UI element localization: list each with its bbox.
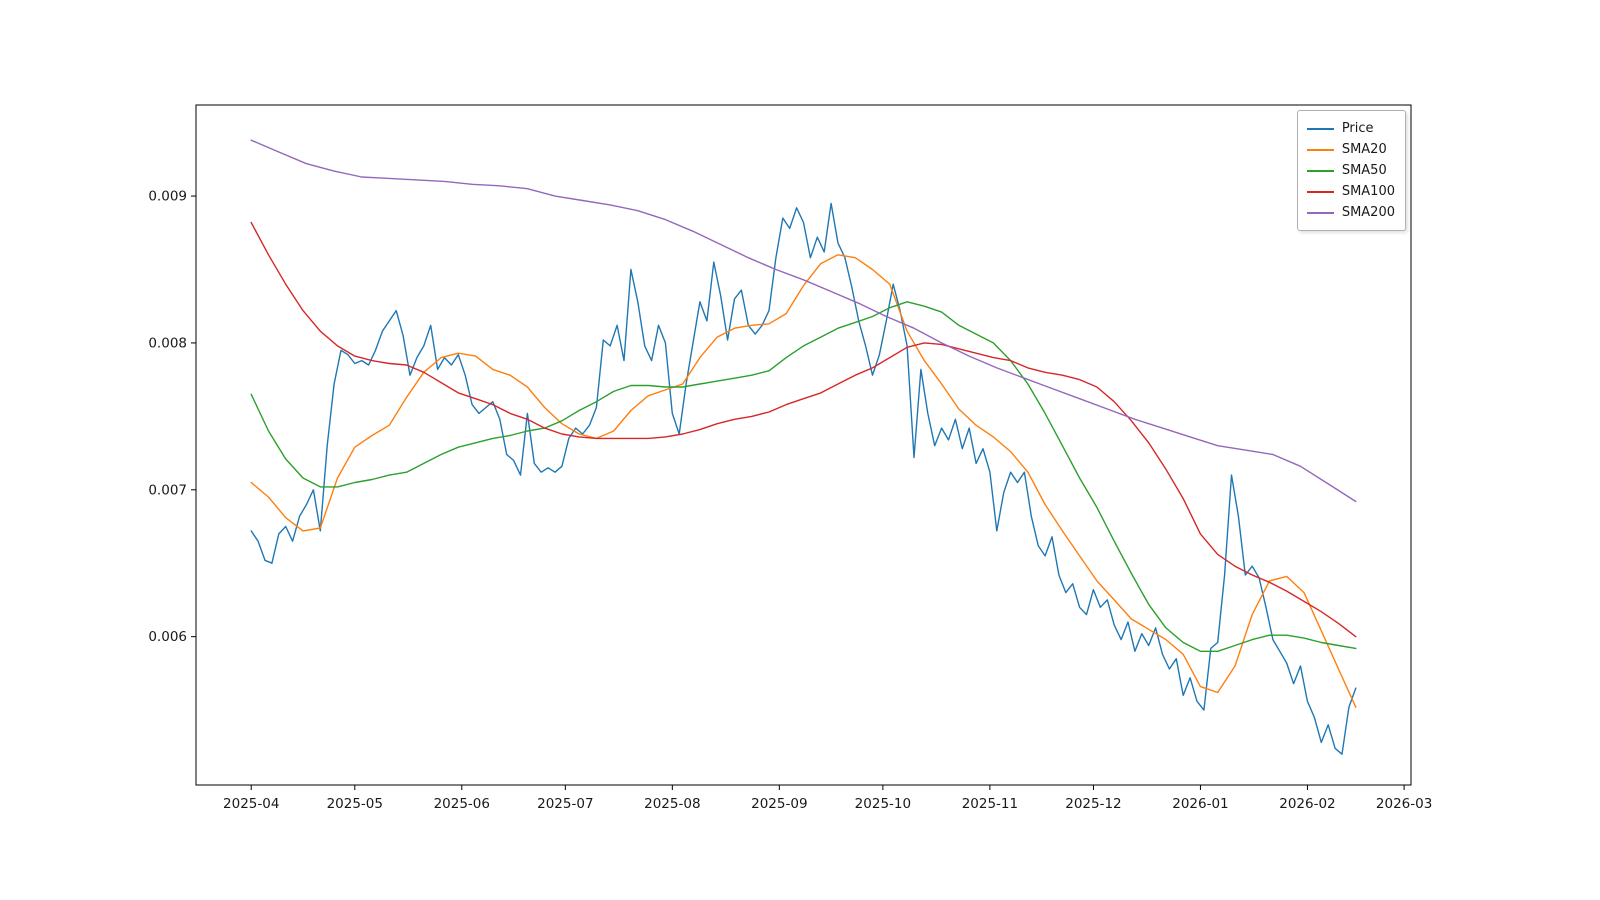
svg-text:2025-10: 2025-10 xyxy=(855,796,911,812)
legend-label-sma20: SMA20 xyxy=(1341,142,1387,157)
legend-label-sma100: SMA100 xyxy=(1341,184,1395,199)
legend-item-sma100: SMA100 xyxy=(1306,181,1395,202)
svg-text:2026-03: 2026-03 xyxy=(1376,796,1432,812)
legend-label-sma200: SMA200 xyxy=(1341,205,1395,220)
svg-text:2025-08: 2025-08 xyxy=(644,796,700,812)
sma20-line-swatch xyxy=(1306,148,1334,151)
legend-label-price: Price xyxy=(1341,121,1374,136)
svg-text:2026-02: 2026-02 xyxy=(1279,796,1335,812)
price-line-swatch xyxy=(1306,127,1334,130)
legend-label-sma50: SMA50 xyxy=(1341,163,1387,178)
sma100-line-swatch xyxy=(1306,190,1334,193)
svg-text:0.007: 0.007 xyxy=(148,482,187,498)
svg-text:2025-12: 2025-12 xyxy=(1065,796,1121,812)
svg-text:2025-07: 2025-07 xyxy=(537,796,593,812)
svg-text:2025-11: 2025-11 xyxy=(962,796,1018,812)
legend-item-sma50: SMA50 xyxy=(1306,160,1395,181)
svg-text:2025-05: 2025-05 xyxy=(327,796,383,812)
svg-text:0.008: 0.008 xyxy=(148,335,187,351)
svg-text:2025-06: 2025-06 xyxy=(434,796,490,812)
sma200-line-swatch xyxy=(1306,211,1334,214)
sma50-line-swatch xyxy=(1306,169,1334,172)
svg-text:0.006: 0.006 xyxy=(148,629,187,645)
chart-legend: Price SMA20 SMA50 SMA100 SMA200 xyxy=(1296,110,1406,231)
legend-item-sma200: SMA200 xyxy=(1306,202,1395,223)
legend-item-price: Price xyxy=(1306,118,1395,139)
svg-text:2026-01: 2026-01 xyxy=(1172,796,1228,812)
svg-text:0.009: 0.009 xyxy=(148,189,187,205)
svg-text:2025-04: 2025-04 xyxy=(223,796,279,812)
legend-item-sma20: SMA20 xyxy=(1306,139,1395,160)
svg-text:2025-09: 2025-09 xyxy=(751,796,807,812)
